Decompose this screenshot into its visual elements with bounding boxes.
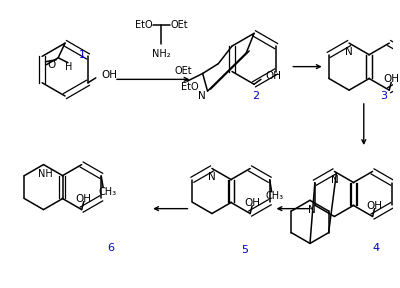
- Text: N: N: [198, 91, 206, 101]
- Text: 5: 5: [241, 245, 248, 255]
- Text: 1: 1: [79, 50, 86, 60]
- Text: N: N: [345, 47, 353, 57]
- Text: EtO: EtO: [134, 20, 152, 29]
- Text: N: N: [308, 205, 316, 215]
- Text: H: H: [65, 62, 73, 72]
- Text: OH: OH: [102, 70, 118, 80]
- Text: NH₂: NH₂: [152, 49, 170, 59]
- Text: N: N: [208, 172, 216, 182]
- Text: OEt: OEt: [171, 20, 188, 29]
- Text: 3: 3: [380, 91, 387, 101]
- Text: 4: 4: [372, 243, 379, 253]
- Text: EtO: EtO: [181, 82, 199, 92]
- Text: O: O: [47, 60, 56, 70]
- Text: N: N: [330, 175, 338, 185]
- Text: 2: 2: [252, 91, 260, 101]
- Text: CH₃: CH₃: [98, 187, 116, 198]
- Text: OH: OH: [383, 74, 399, 84]
- Text: CH₃: CH₃: [266, 192, 284, 201]
- Text: OH: OH: [244, 198, 260, 208]
- Text: 6: 6: [108, 243, 114, 253]
- Text: NH: NH: [38, 169, 53, 179]
- Text: OH: OH: [266, 71, 282, 82]
- Text: OH: OH: [76, 194, 92, 204]
- Text: OEt: OEt: [174, 66, 192, 75]
- Text: OH: OH: [366, 201, 382, 211]
